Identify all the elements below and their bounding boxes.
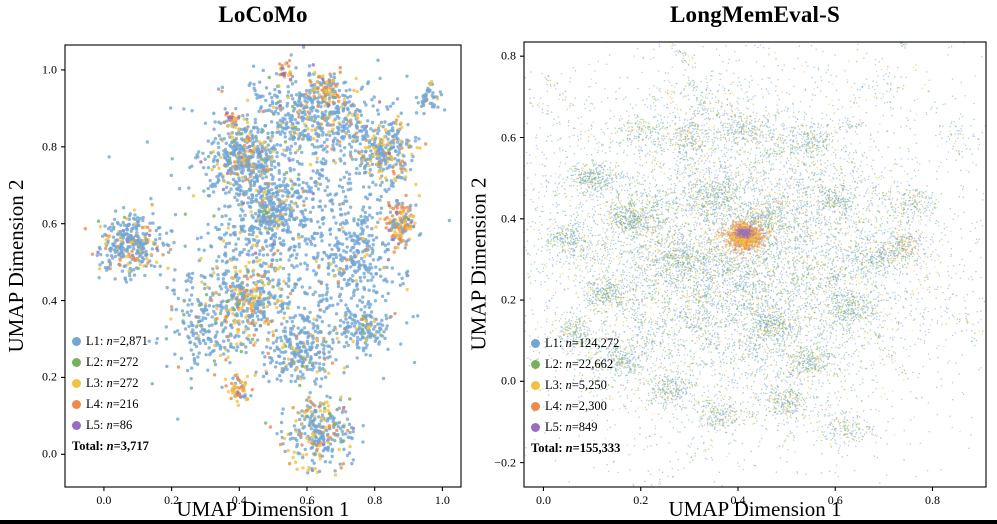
legend-entry-l2: L2: n=22,662 [531, 354, 620, 375]
x-tick-label: 0.2 [633, 493, 649, 507]
legend-entry-l3: L3: n=272 [72, 373, 149, 394]
legend-entry-label: L1: n=2,871 [86, 334, 148, 348]
y-tick-label: 0.4 [501, 211, 516, 226]
legend-entry-label: L3: n=272 [86, 376, 139, 390]
legend-entry-l1: L1: n=2,871 [72, 331, 149, 352]
x-tick-label: 0.0 [96, 493, 112, 507]
y-tick-label: 0.8 [501, 48, 516, 63]
legend-entry-l3: L3: n=5,250 [531, 375, 620, 396]
x-tick-label: 0.8 [367, 493, 383, 507]
legend-entry-label: L5: n=86 [86, 418, 133, 432]
chart-title-longmemeval: LongMemEval-S [670, 2, 840, 27]
legend-entry-label: L4: n=216 [86, 397, 139, 411]
legend-entry-l4: L4: n=216 [72, 394, 149, 415]
x-tick-label: 1.0 [434, 493, 450, 507]
chart-title-locomo: LoCoMo [218, 2, 308, 27]
legend-entry-label: L5: n=849 [545, 420, 598, 434]
legend-longmemeval: L1: n=124,272 L2: n=22,662 L3: n=5,250 L4: … [531, 333, 620, 459]
y-tick-label: 0.6 [42, 216, 57, 231]
y-tick-label: −0.2 [494, 455, 516, 470]
legend-entry-l5: L5: n=849 [531, 417, 620, 438]
legend-marker-icon [72, 400, 81, 409]
y-tick-label: 0.2 [501, 292, 516, 307]
legend-entry-l2: L2: n=272 [72, 352, 149, 373]
legend-marker-icon [72, 337, 81, 346]
y-axis-label-locomo: UMAP Dimension 2 [4, 179, 28, 353]
x-tick-label: 0.4 [231, 493, 247, 507]
x-tick-label: 0.6 [827, 493, 843, 507]
legend-marker-icon [531, 423, 540, 432]
y-tick-label: 0.0 [501, 373, 516, 388]
legend-marker-icon [72, 379, 81, 388]
legend-locomo: L1: n=2,871 L2: n=272 L3: n=272 L4: n=216 L5… [72, 331, 149, 457]
legend-entry-label: L1: n=124,272 [545, 336, 620, 350]
legend-entry-label: L2: n=22,662 [545, 357, 614, 371]
legend-entry-l1: L1: n=124,272 [531, 333, 620, 354]
x-tick-label: 0.6 [299, 493, 315, 507]
y-axis-label-longmemeval: UMAP Dimension 2 [466, 177, 491, 351]
y-tick-label: 0.6 [501, 130, 516, 144]
x-tick-label: 0.2 [164, 493, 180, 507]
y-tick-label: 1.0 [42, 62, 57, 77]
legend-marker-icon [531, 339, 540, 348]
x-tick-label: 0.8 [925, 493, 940, 507]
x-axis-label-longmemeval: UMAP Dimension 1 [668, 497, 842, 521]
legend-entry-l5: L5: n=86 [72, 415, 149, 436]
legend-marker-icon [72, 358, 81, 367]
legend-entry-l4: L4: n=2,300 [531, 396, 620, 417]
y-tick-label: 0.4 [42, 293, 57, 308]
y-tick-label: 0.0 [42, 446, 57, 461]
x-tick-label: 0.0 [535, 493, 551, 507]
y-tick-label: 0.8 [42, 139, 57, 154]
legend-entry-label: L3: n=5,250 [545, 378, 607, 392]
legend-entry-label: L4: n=2,300 [545, 399, 607, 413]
legend-marker-icon [72, 421, 81, 430]
figure-bottom-rule [0, 520, 997, 524]
y-tick-label: 0.2 [42, 369, 57, 384]
x-axis-label-locomo: UMAP Dimension 1 [176, 497, 350, 521]
locomo-scatter-canvas [55, 35, 471, 497]
legend-marker-icon [531, 360, 540, 369]
longmemeval-scatter-canvas [514, 32, 996, 497]
x-tick-label: 0.4 [730, 493, 746, 507]
legend-marker-icon [531, 402, 540, 411]
legend-entry-label: L2: n=272 [86, 355, 139, 369]
legend-marker-icon [531, 381, 540, 390]
legend-total: Total: n=3,717 [72, 439, 149, 453]
legend-total: Total: n=155,333 [531, 441, 621, 455]
